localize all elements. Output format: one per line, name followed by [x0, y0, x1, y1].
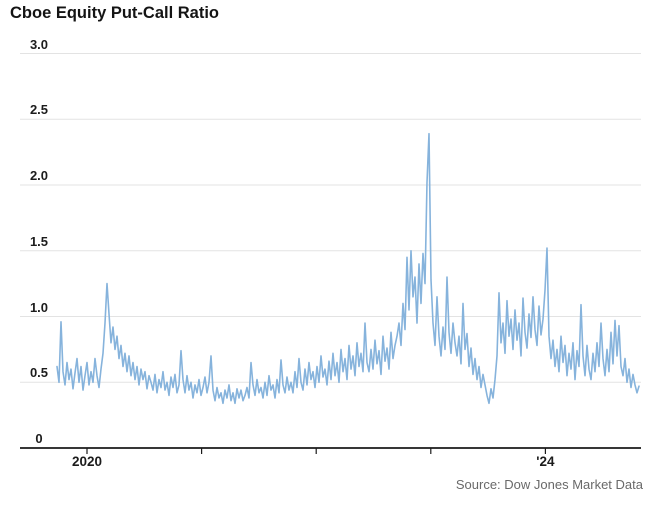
- put-call-ratio-series: [56, 132, 640, 405]
- x-tick-label-2024: '24: [536, 454, 555, 469]
- y-tick-label: 0.5: [29, 365, 49, 381]
- y-tick-label: 1.0: [29, 299, 49, 315]
- y-tick-label: 0: [35, 431, 43, 446]
- source-note: Source: Dow Jones Market Data: [455, 477, 643, 492]
- chart-title: Cboe Equity Put-Call Ratio: [10, 4, 220, 22]
- y-tick-label: 2.5: [29, 102, 49, 118]
- y-tick-label: 1.5: [29, 233, 49, 249]
- x-tick-label-2020: 2020: [71, 454, 103, 469]
- y-tick-label: 2.0: [29, 168, 49, 183]
- y-tick-label: 3.0: [29, 36, 49, 52]
